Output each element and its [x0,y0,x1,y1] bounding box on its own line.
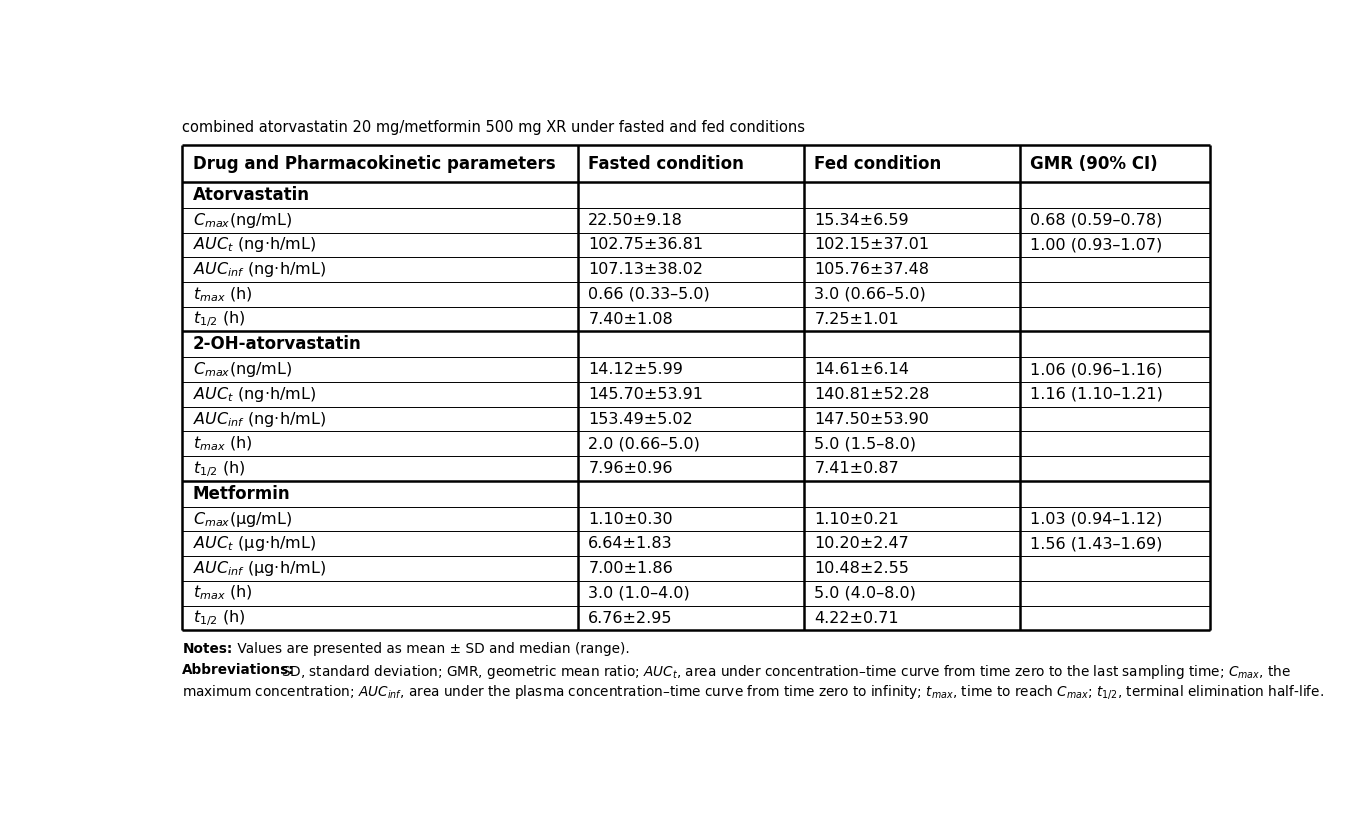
Text: 1.56 (1.43–1.69): 1.56 (1.43–1.69) [1031,537,1162,551]
Text: 1.06 (0.96–1.16): 1.06 (0.96–1.16) [1031,362,1162,377]
Text: $AUC_{inf}$ (ng·h/mL): $AUC_{inf}$ (ng·h/mL) [193,410,326,429]
Text: 3.0 (0.66–5.0): 3.0 (0.66–5.0) [815,287,926,302]
Text: 4.22±0.71: 4.22±0.71 [815,610,899,626]
Text: $AUC_t$ (μg·h/mL): $AUC_t$ (μg·h/mL) [193,534,316,553]
Text: 145.70±53.91: 145.70±53.91 [588,387,703,402]
Text: 102.75±36.81: 102.75±36.81 [588,237,703,253]
Text: 14.61±6.14: 14.61±6.14 [815,362,910,377]
Text: Notes:: Notes: [182,642,232,656]
Text: 1.16 (1.10–1.21): 1.16 (1.10–1.21) [1031,387,1162,402]
Text: 1.10±0.30: 1.10±0.30 [588,511,674,527]
Text: $C_{max}$(ng/mL): $C_{max}$(ng/mL) [193,360,292,379]
Text: $AUC_{inf}$ (μg·h/mL): $AUC_{inf}$ (μg·h/mL) [193,559,326,578]
Text: $t_{max}$ (h): $t_{max}$ (h) [193,434,253,453]
Text: 7.96±0.96: 7.96±0.96 [588,461,672,476]
Text: 147.50±53.90: 147.50±53.90 [815,411,929,426]
Text: 22.50±9.18: 22.50±9.18 [588,213,683,227]
Text: 6.76±2.95: 6.76±2.95 [588,610,672,626]
Text: 0.66 (0.33–5.0): 0.66 (0.33–5.0) [588,287,710,302]
Text: 10.20±2.47: 10.20±2.47 [815,537,909,551]
Text: $C_{max}$(μg/mL): $C_{max}$(μg/mL) [193,510,292,528]
Text: 1.00 (0.93–1.07): 1.00 (0.93–1.07) [1031,237,1162,253]
Text: 7.25±1.01: 7.25±1.01 [815,312,899,326]
Text: 7.41±0.87: 7.41±0.87 [815,461,899,476]
Text: 102.15±37.01: 102.15±37.01 [815,237,929,253]
Text: $C_{max}$(ng/mL): $C_{max}$(ng/mL) [193,211,292,230]
Text: 107.13±38.02: 107.13±38.02 [588,262,703,277]
Text: GMR (90% CI): GMR (90% CI) [1031,155,1157,173]
Text: 153.49±5.02: 153.49±5.02 [588,411,693,426]
Text: 7.40±1.08: 7.40±1.08 [588,312,674,326]
Text: $AUC_t$ (ng·h/mL): $AUC_t$ (ng·h/mL) [193,384,316,404]
Text: maximum concentration; $AUC_{inf}$, area under the plasma concentration–time cur: maximum concentration; $AUC_{inf}$, area… [182,683,1324,701]
Text: 10.48±2.55: 10.48±2.55 [815,561,910,576]
Text: 1.03 (0.94–1.12): 1.03 (0.94–1.12) [1031,511,1162,527]
Text: $t_{1/2}$ (h): $t_{1/2}$ (h) [193,608,246,628]
Text: Drug and Pharmacokinetic parameters: Drug and Pharmacokinetic parameters [193,155,555,173]
Text: $t_{max}$ (h): $t_{max}$ (h) [193,584,253,603]
Text: 5.0 (1.5–8.0): 5.0 (1.5–8.0) [815,436,917,452]
Text: Metformin: Metformin [193,485,291,503]
Text: 6.64±1.83: 6.64±1.83 [588,537,674,551]
Text: 2-OH-atorvastatin: 2-OH-atorvastatin [193,335,361,353]
Text: 3.0 (1.0–4.0): 3.0 (1.0–4.0) [588,586,690,600]
Text: 15.34±6.59: 15.34±6.59 [815,213,909,227]
Text: $AUC_t$ (ng·h/mL): $AUC_t$ (ng·h/mL) [193,236,316,254]
Text: $t_{1/2}$ (h): $t_{1/2}$ (h) [193,309,246,329]
Text: 105.76±37.48: 105.76±37.48 [815,262,929,277]
Text: 2.0 (0.66–5.0): 2.0 (0.66–5.0) [588,436,701,452]
Text: combined atorvastatin 20 mg/metformin 500 mg XR under fasted and fed conditions: combined atorvastatin 20 mg/metformin 50… [182,120,805,135]
Text: Fed condition: Fed condition [815,155,941,173]
Text: $t_{1/2}$ (h): $t_{1/2}$ (h) [193,459,246,479]
Text: $AUC_{inf}$ (ng·h/mL): $AUC_{inf}$ (ng·h/mL) [193,260,326,279]
Text: 5.0 (4.0–8.0): 5.0 (4.0–8.0) [815,586,917,600]
Text: SD, standard deviation; GMR, geometric mean ratio; $AUC_t$, area under concentra: SD, standard deviation; GMR, geometric m… [281,663,1291,681]
Text: $t_{max}$ (h): $t_{max}$ (h) [193,285,253,303]
Text: Fasted condition: Fasted condition [588,155,744,173]
Text: Atorvastatin: Atorvastatin [193,186,310,204]
Text: Values are presented as mean ± SD and median (range).: Values are presented as mean ± SD and me… [234,642,630,656]
Text: 0.68 (0.59–0.78): 0.68 (0.59–0.78) [1031,213,1162,227]
Text: 140.81±52.28: 140.81±52.28 [815,387,930,402]
Text: Abbreviations:: Abbreviations: [182,663,295,676]
Text: 14.12±5.99: 14.12±5.99 [588,362,683,377]
Text: 1.10±0.21: 1.10±0.21 [815,511,899,527]
Text: 7.00±1.86: 7.00±1.86 [588,561,674,576]
